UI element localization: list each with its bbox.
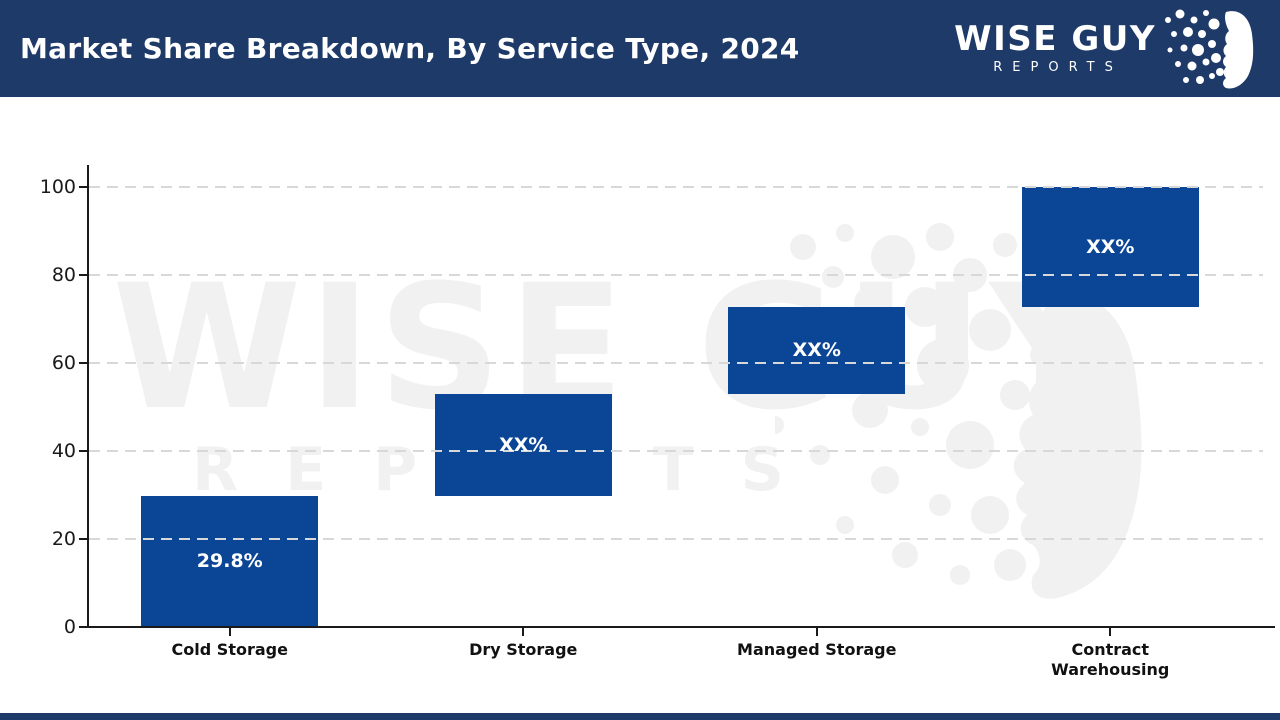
y-axis-tick-label: 60 <box>51 352 76 374</box>
x-axis-category-label: Cold Storage <box>171 640 288 659</box>
bar-value-label: XX% <box>792 339 841 362</box>
bar-segment-dry-storage <box>434 393 612 496</box>
bar-value-label: XX% <box>1086 235 1135 258</box>
y-axis-tick-label: 80 <box>51 264 76 286</box>
y-axis-tick-mark <box>79 186 87 188</box>
x-axis-tick-mark <box>815 628 818 636</box>
x-axis-tick-mark <box>522 628 525 636</box>
gridline-40 <box>89 450 1263 452</box>
y-axis-line <box>87 165 89 628</box>
x-axis-line <box>87 626 1275 628</box>
header-bar: Market Share Breakdown, By Service Type,… <box>0 0 1280 97</box>
y-axis-tick-mark <box>79 274 87 276</box>
bar-segment-managed-storage <box>728 306 906 394</box>
brand-logo-text: WISE GUY REPORTS <box>954 19 1156 75</box>
x-axis-category-label: Managed Storage <box>737 640 897 659</box>
gridline-20 <box>89 538 1263 540</box>
x-axis-tick-mark <box>1109 628 1112 636</box>
y-axis-tick-mark <box>79 626 87 628</box>
x-axis-category-label: Dry Storage <box>469 640 578 659</box>
brand-subtext: REPORTS <box>993 59 1123 75</box>
y-axis-tick-label: 40 <box>51 440 76 462</box>
y-axis-tick-mark <box>79 538 87 540</box>
brand-face-icon <box>1165 9 1254 88</box>
y-axis-tick-mark <box>79 362 87 364</box>
gridline-100 <box>89 186 1263 188</box>
y-axis-tick-label: 100 <box>39 176 76 198</box>
page-title: Market Share Breakdown, By Service Type,… <box>20 32 800 65</box>
brand-logo: WISE GUY REPORTS <box>954 6 1256 92</box>
x-axis-tick-mark <box>228 628 231 636</box>
gridline-80 <box>89 274 1263 276</box>
bar-segment-cold-storage <box>141 495 319 627</box>
bar-segment-contract-warehousing <box>1021 187 1199 307</box>
y-axis-tick-label: 20 <box>51 528 76 550</box>
x-axis-category-label: Contract Warehousing <box>1051 640 1170 679</box>
y-axis-tick-mark <box>79 450 87 452</box>
gridline-60 <box>89 362 1263 364</box>
footer-bar <box>0 713 1280 720</box>
brand-wordmark: WISE GUY <box>954 19 1156 60</box>
bar-value-label: XX% <box>499 433 548 456</box>
y-axis-tick-label: 0 <box>63 616 76 638</box>
bar-value-label: 29.8% <box>196 550 263 573</box>
